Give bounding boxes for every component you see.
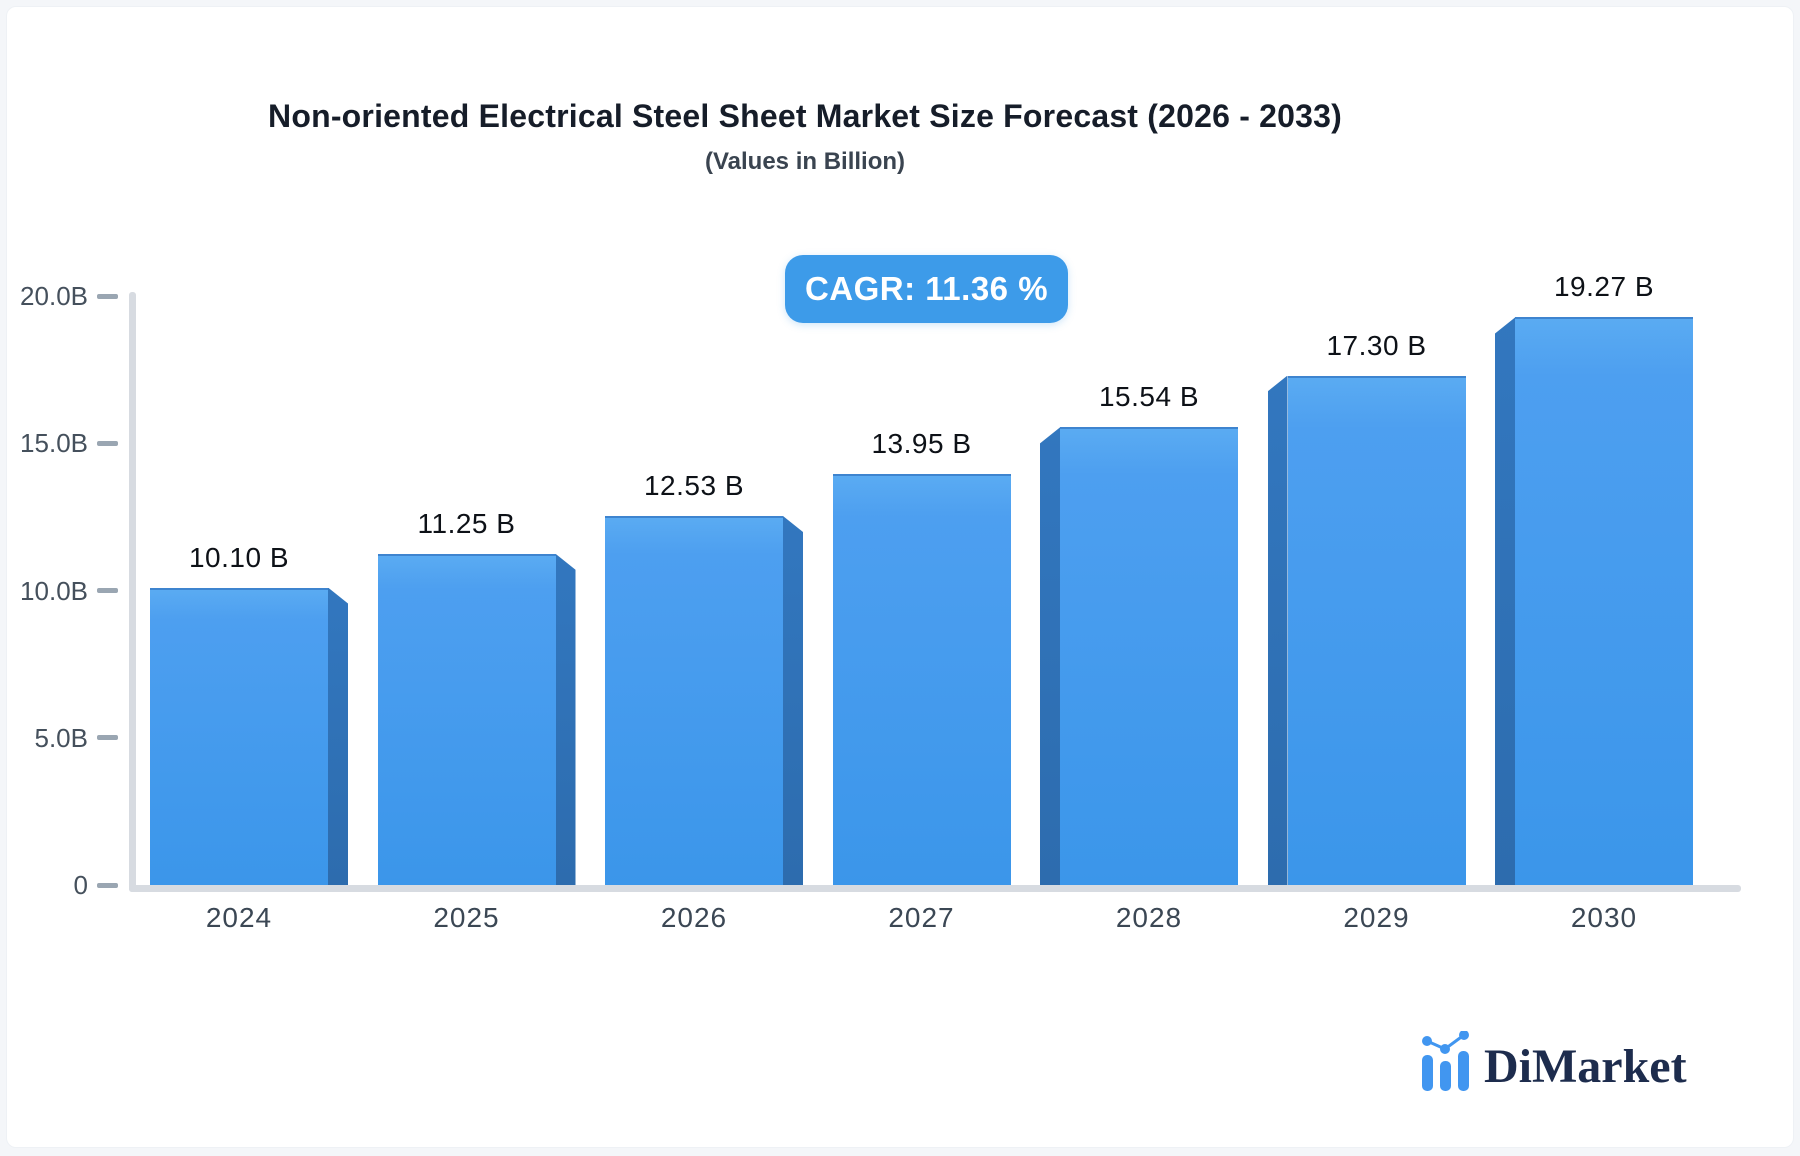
bar-2025[interactable] [377, 553, 556, 885]
bar-3d-side-2024 [328, 587, 348, 885]
dimarket-logo-text: DiMarket [1484, 1040, 1687, 1093]
bar-value-label-2028: 15.54 B [1098, 381, 1200, 413]
bar-2026[interactable] [605, 515, 783, 885]
bar-2030[interactable] [1515, 317, 1693, 885]
x-axis-label-2027: 2027 [888, 902, 955, 933]
y-axis-line [129, 292, 136, 892]
bar-value-label-2029: 17.30 B [1326, 329, 1427, 361]
x-axis-label-2024: 2024 [205, 902, 273, 933]
y-axis-tick-mark [97, 735, 118, 741]
cagr-badge-label: CAGR: 11.36 % [804, 270, 1049, 307]
bar-3d-side-2029 [1267, 375, 1288, 885]
chart-title: Non-oriented Electrical Steel Sheet Mark… [268, 98, 1342, 134]
bar-3d-side-2030 [1495, 317, 1515, 885]
bar-2027[interactable] [832, 474, 1011, 885]
bar-2028[interactable] [1060, 427, 1238, 885]
bar-2029[interactable] [1287, 375, 1466, 885]
y-axis-tick-mark [97, 293, 118, 299]
y-axis-tick-label: 0 [73, 870, 88, 900]
x-axis-line [129, 885, 1741, 892]
chart-subtitle: (Values in Billion) [704, 148, 906, 175]
y-axis-tick-label: 10.0B [20, 575, 88, 606]
bar-3d-side-2025 [555, 553, 576, 885]
y-axis-tick-label: 20.0B [20, 281, 88, 311]
y-axis-tick-mark [97, 440, 118, 446]
bar-3d-side-2026 [783, 515, 803, 885]
dimarket-logo-icon [1420, 1030, 1472, 1096]
x-axis-label-2028: 2028 [1115, 902, 1183, 933]
bar-2024[interactable] [150, 587, 328, 885]
bar-3d-side-2028 [1040, 427, 1060, 885]
x-axis-label-2026: 2026 [660, 902, 728, 933]
dimarket-logo: DiMarket [1420, 1030, 1687, 1096]
cagr-badge: CAGR: 11.36 % [785, 255, 1068, 323]
y-axis-tick-label: 15.0B [20, 428, 88, 459]
bar-value-label-2025: 11.25 B [417, 507, 516, 539]
bar-value-label-2024: 10.10 B [188, 541, 290, 573]
bar-value-label-2026: 12.53 B [643, 469, 745, 501]
bar-value-label-2030: 19.27 B [1553, 271, 1655, 303]
bar-value-label-2027: 13.95 B [871, 428, 972, 460]
y-axis-tick-mark [97, 588, 118, 593]
x-axis-label-2029: 2029 [1343, 902, 1410, 933]
y-axis-tick-mark [97, 882, 118, 888]
x-axis-label-2030: 2030 [1570, 902, 1638, 933]
y-axis-tick-label: 5.0B [34, 722, 89, 753]
x-axis-label-2025: 2025 [433, 902, 500, 933]
